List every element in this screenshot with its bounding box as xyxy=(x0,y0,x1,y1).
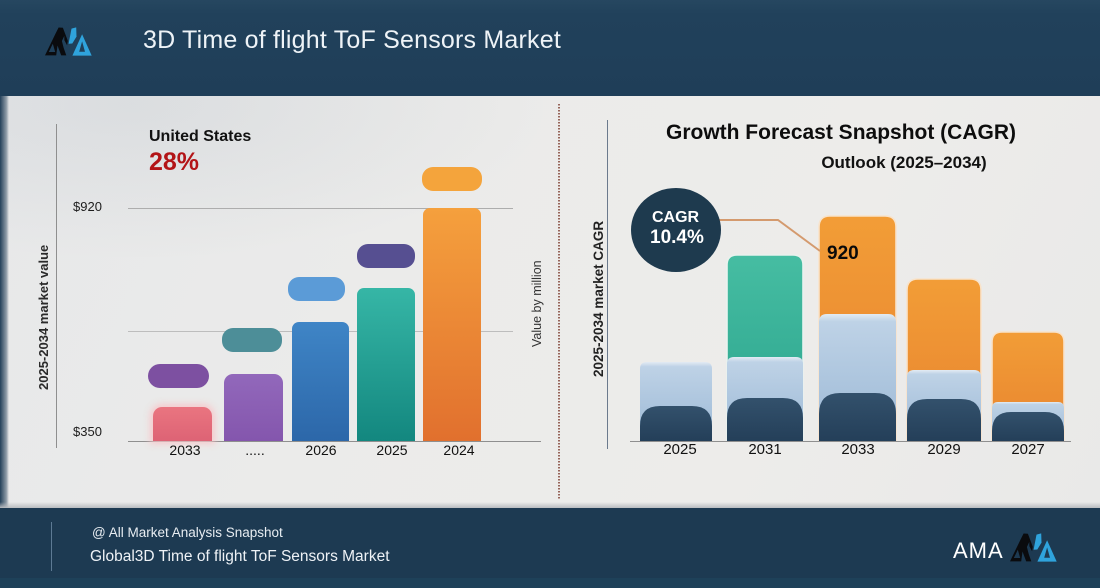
svg-text:CAGR: CAGR xyxy=(652,209,700,226)
svg-text:10.4%: 10.4% xyxy=(650,227,704,248)
